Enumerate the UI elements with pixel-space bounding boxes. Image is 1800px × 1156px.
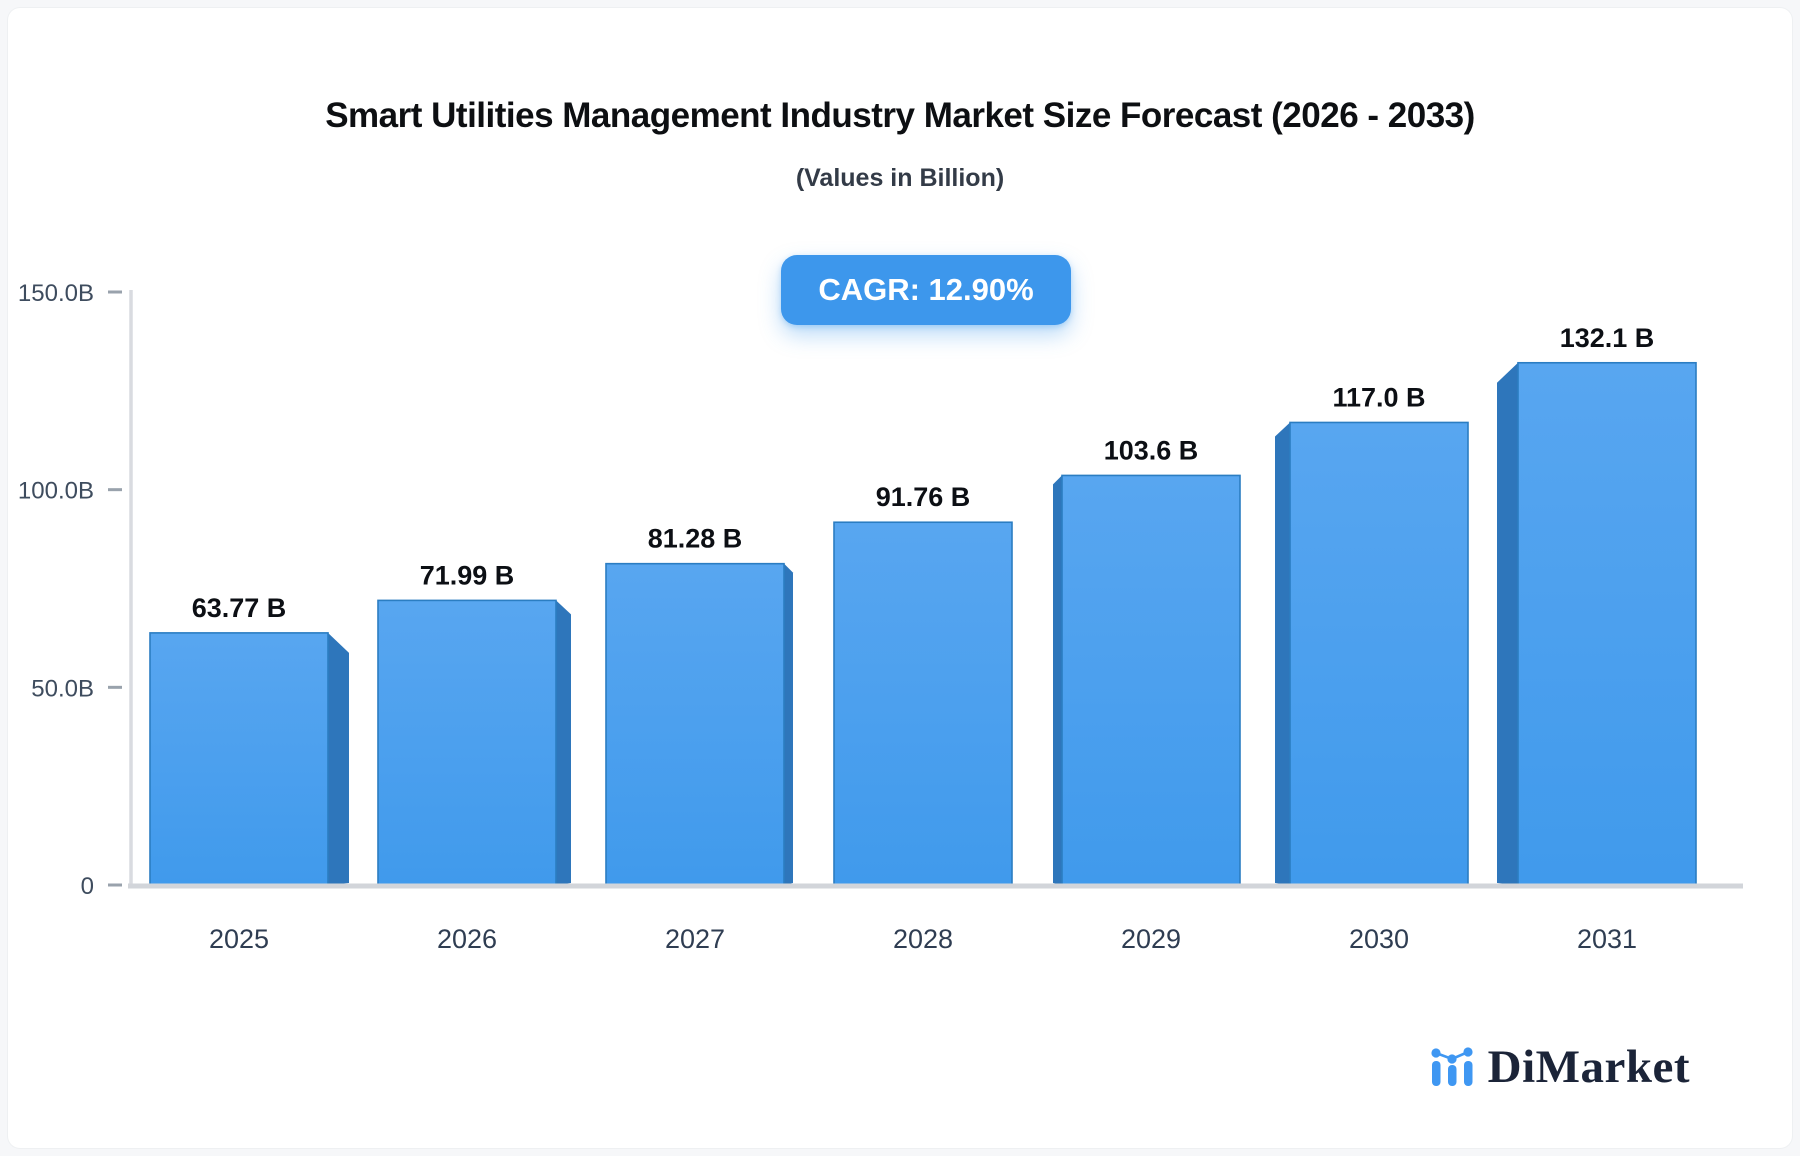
x-axis-label: 2027 <box>665 924 725 954</box>
bar <box>1517 361 1697 886</box>
bar <box>149 632 329 886</box>
bar-side-face <box>784 563 793 885</box>
y-axis-label: 100.0B <box>18 478 94 505</box>
chart-title: Smart Utilities Management Industry Mark… <box>325 96 1475 135</box>
bar <box>833 521 1013 886</box>
bar-side-face <box>1497 362 1518 886</box>
x-axis-label: 2025 <box>209 924 269 954</box>
bar <box>1061 474 1241 886</box>
bar <box>605 562 785 886</box>
x-axis-label: 2026 <box>437 924 497 954</box>
bar-side-face <box>556 600 571 885</box>
bar-value-label: 91.76 B <box>876 482 971 512</box>
cagr-badge: CAGR: 12.90% <box>781 255 1071 325</box>
bar <box>1289 421 1469 886</box>
bar-value-label: 81.28 B <box>648 524 743 554</box>
bar-value-label: 132.1 B <box>1560 323 1655 353</box>
bar-side-face <box>328 632 349 885</box>
bar-side-face <box>1275 422 1290 885</box>
bar-value-label: 71.99 B <box>420 560 515 590</box>
x-axis-label: 2029 <box>1121 924 1181 954</box>
bar-chart-logo-icon <box>1431 1047 1473 1086</box>
y-axis-label: 0 <box>81 873 94 900</box>
y-axis-label: 150.0B <box>18 280 94 307</box>
brand-logo: DiMarket <box>1429 1040 1690 1094</box>
bar-value-label: 103.6 B <box>1104 435 1199 465</box>
bar-value-label: 117.0 B <box>1332 382 1425 412</box>
bar-side-face <box>1053 475 1062 885</box>
bar <box>377 599 557 886</box>
x-axis-label: 2031 <box>1577 924 1637 954</box>
brand-logo-text: DiMarket <box>1487 1041 1690 1093</box>
y-axis-label: 50.0B <box>31 675 94 702</box>
x-axis-label: 2028 <box>893 924 953 954</box>
bar-value-label: 63.77 B <box>192 593 287 623</box>
x-axis-label: 2030 <box>1349 924 1409 954</box>
chart-subtitle: (Values in Billion) <box>795 164 1005 192</box>
